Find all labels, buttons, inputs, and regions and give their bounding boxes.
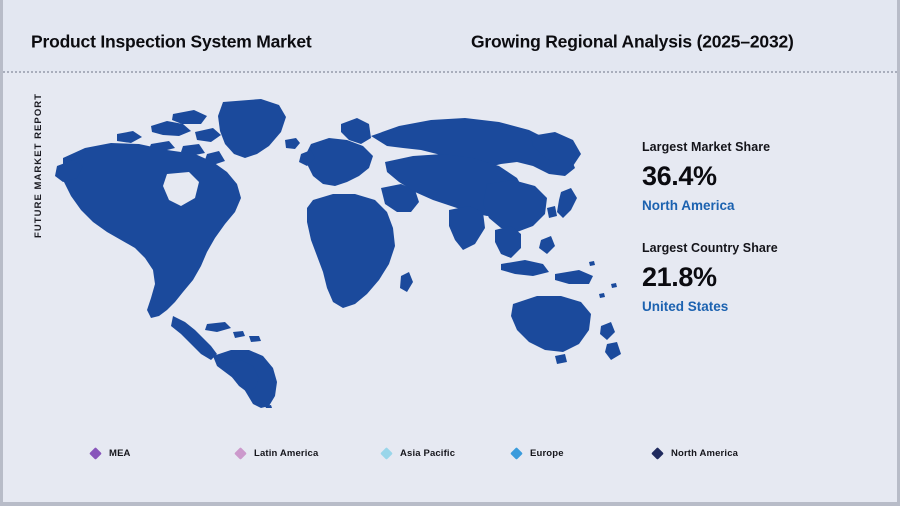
map-landmasses	[55, 99, 621, 408]
world-map-svg	[55, 99, 621, 408]
region-russia	[371, 118, 575, 176]
region-north-america	[63, 143, 241, 318]
region-pacific-islands	[611, 283, 617, 288]
region-japan	[557, 188, 577, 218]
region-scandinavia	[341, 118, 371, 144]
stat-region: North America	[642, 198, 735, 213]
stat-value: 21.8%	[642, 262, 717, 292]
region-new-zealand	[605, 342, 621, 360]
stat-value: 36.4%	[642, 161, 717, 191]
stat-label: Largest Country Share	[642, 241, 778, 255]
region-southeast-asia	[495, 226, 521, 258]
region-alaska	[55, 160, 83, 182]
map-legend: MEA Latin America Asia Pacific Europe No…	[89, 447, 791, 470]
legend-label: MEA	[109, 448, 131, 459]
legend-swatch-diamond-icon	[380, 447, 393, 460]
legend-label: Europe	[530, 448, 564, 459]
legend-item-mea[interactable]: MEA	[89, 447, 131, 460]
region-south-america	[225, 360, 259, 392]
region-arctic-islands	[172, 110, 207, 124]
region-pacific-islands	[589, 261, 595, 266]
legend-swatch-diamond-icon	[510, 447, 523, 460]
legend-item-asia-pacific[interactable]: Asia Pacific	[380, 447, 456, 460]
legend-label: North America	[671, 448, 739, 459]
region-indonesia	[501, 260, 549, 276]
header-subtitle: Growing Regional Analysis (2025–2032)	[471, 31, 794, 52]
region-australia	[511, 296, 591, 352]
legend-item-europe[interactable]: Europe	[510, 447, 564, 460]
hudson-bay	[163, 172, 199, 206]
region-arctic-islands	[117, 131, 142, 143]
region-korea	[547, 206, 557, 218]
header-bar: Product Inspection System Market Growing…	[3, 0, 897, 72]
stats-panel: Largest Market Share 36.4% North America…	[642, 140, 892, 342]
region-caribbean	[249, 336, 261, 342]
region-tasmania	[555, 354, 567, 364]
region-east-asia	[483, 180, 547, 232]
legend-item-north-america[interactable]: North America	[651, 447, 739, 460]
legend-swatch-diamond-icon	[89, 447, 102, 460]
page-title: Product Inspection System Market	[31, 31, 312, 52]
region-philippines	[539, 236, 555, 254]
world-map	[55, 88, 625, 408]
stat-label: Largest Market Share	[642, 140, 771, 154]
region-siberia-east	[531, 132, 581, 166]
region-pacific-islands	[265, 405, 272, 408]
stat-largest-market-share: Largest Market Share 36.4% North America	[642, 140, 892, 213]
legend-swatch-diamond-icon	[234, 447, 247, 460]
legend-label: Asia Pacific	[400, 448, 456, 459]
legend-label: Latin America	[254, 448, 319, 459]
region-new-guinea	[555, 270, 593, 284]
region-iceland	[285, 138, 300, 149]
region-madagascar	[400, 272, 413, 292]
header-divider	[3, 71, 897, 73]
region-greenland	[218, 99, 286, 158]
region-caribbean	[205, 322, 231, 332]
region-india	[449, 206, 485, 250]
stat-region: United States	[642, 299, 729, 314]
region-middle-east	[381, 184, 419, 212]
region-arctic-islands	[195, 128, 221, 142]
region-arctic-islands	[151, 121, 191, 136]
region-europe	[307, 138, 373, 186]
region-new-zealand	[600, 322, 615, 340]
region-uk-ireland	[299, 150, 315, 166]
region-africa	[307, 194, 395, 308]
legend-item-latin-america[interactable]: Latin America	[234, 447, 319, 460]
region-central-america	[171, 316, 217, 360]
legend-swatch-diamond-icon	[651, 447, 664, 460]
brand-watermark: FUTURE MARKET REPORT	[33, 92, 44, 238]
region-caribbean	[233, 331, 245, 338]
region-pacific-islands	[599, 293, 605, 298]
stat-largest-country-share: Largest Country Share 21.8% United State…	[642, 241, 892, 314]
